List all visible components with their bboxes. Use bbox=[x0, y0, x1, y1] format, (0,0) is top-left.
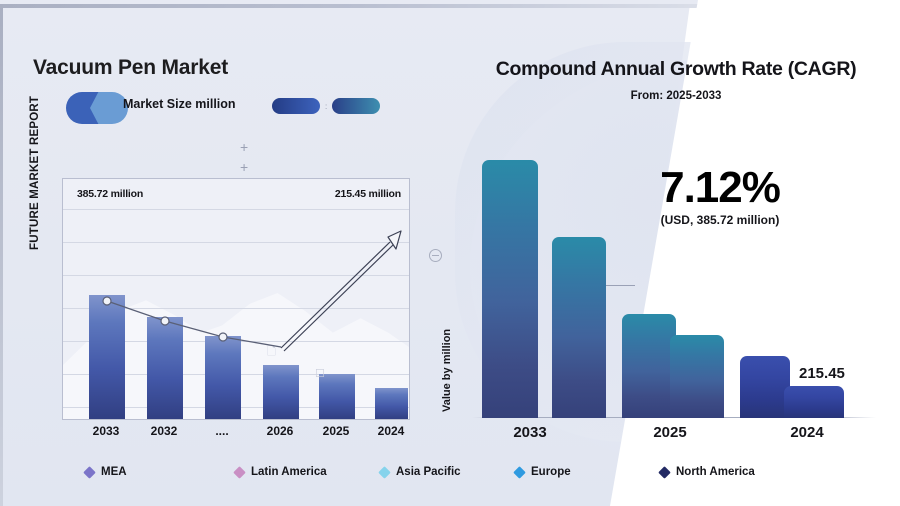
gridline bbox=[63, 308, 409, 309]
rx-tick-2024: 2024 bbox=[790, 424, 824, 441]
chart-plot-area: 385.72 million 215.45 million 🗋 ☐ bbox=[63, 179, 409, 419]
trend-overlay bbox=[102, 230, 402, 352]
x-tick-2033: 2033 bbox=[92, 424, 120, 438]
bar-2025 bbox=[319, 374, 355, 419]
trend-line bbox=[106, 300, 282, 348]
x-tick-2025: 2025 bbox=[322, 424, 350, 438]
plus-mark-icon: + bbox=[240, 139, 249, 155]
x-tick-2026: 2026 bbox=[266, 424, 294, 438]
rbar-2033-secondary bbox=[552, 237, 606, 418]
background-left-edge bbox=[0, 4, 3, 506]
rx-tick-2025: 2025 bbox=[653, 424, 687, 441]
legend-marker-icon bbox=[233, 465, 246, 479]
legend-marker-icon bbox=[83, 465, 96, 479]
legend-item-latin-america[interactable]: Latin America bbox=[233, 465, 380, 479]
brand-logo-icon bbox=[66, 92, 128, 124]
cagr-title: Compound Annual Growth Rate (CAGR) bbox=[495, 58, 857, 80]
legend-label: MEA bbox=[101, 466, 127, 478]
legend-pill-secondary bbox=[332, 98, 381, 114]
y-axis-label-right: Value by million bbox=[441, 328, 453, 412]
annotation-right-value: 215.45 million bbox=[334, 188, 401, 200]
cagr-note: (USD, 385.72 million) bbox=[660, 213, 780, 227]
x-tick-2024: 2024 bbox=[377, 424, 405, 438]
bar-dots bbox=[205, 336, 241, 419]
legend-item-mea[interactable]: MEA bbox=[83, 465, 235, 479]
growth-arrow-shaft-b bbox=[283, 244, 394, 352]
market-size-caption: Market Size million bbox=[123, 97, 236, 111]
plus-mark-icon: + bbox=[240, 159, 249, 175]
bar-2024 bbox=[375, 388, 408, 419]
legend-marker-icon bbox=[378, 465, 391, 479]
rx-tick-2033: 2033 bbox=[513, 424, 547, 441]
legend-label: Asia Pacific bbox=[396, 466, 461, 478]
legend-marker-icon bbox=[513, 465, 526, 479]
gridline bbox=[63, 209, 409, 210]
y-axis-label-left: FUTURE MARKET REPORT bbox=[29, 95, 41, 250]
rbar-2024-secondary bbox=[784, 386, 844, 418]
cagr-subtitle: From: 2025-2033 bbox=[630, 90, 722, 102]
legend-label: North America bbox=[676, 466, 755, 478]
trend-marker bbox=[218, 332, 228, 342]
legend-label: Europe bbox=[531, 466, 571, 478]
background-top-edge bbox=[0, 4, 900, 8]
logo-right-half bbox=[90, 92, 128, 124]
market-size-bar-chart: 385.72 million 215.45 million 🗋 ☐ bbox=[62, 178, 410, 420]
legend-pills: : bbox=[272, 98, 381, 114]
annotation-left-value: 385.72 million bbox=[77, 188, 144, 200]
rbar-2033-primary bbox=[482, 160, 538, 418]
chart-legend: MEA Latin America Asia Pacific Europe No… bbox=[83, 465, 755, 479]
x-axis-ticks-left-chart: 2033 2032 .... 2026 2025 2024 bbox=[62, 424, 410, 444]
trend-marker bbox=[102, 296, 112, 306]
legend-item-north-america[interactable]: North America bbox=[658, 465, 755, 479]
cagr-bar-chart: 215.45 2033 2025 2024 bbox=[462, 150, 882, 441]
rbar-2024-primary bbox=[740, 356, 790, 418]
x-tick-dots: .... bbox=[215, 424, 229, 438]
rbar-2025-secondary bbox=[670, 335, 724, 418]
legend-label: Latin America bbox=[251, 466, 327, 478]
ghost-square-icon: ☐ bbox=[315, 368, 325, 380]
x-tick-2032: 2032 bbox=[150, 424, 178, 438]
bar-2032 bbox=[147, 317, 183, 419]
bar-2026 bbox=[263, 365, 299, 419]
data-label-215: 215.45 bbox=[799, 365, 845, 382]
minus-circle-icon bbox=[429, 249, 442, 262]
legend-marker-icon bbox=[658, 465, 671, 479]
gridline bbox=[63, 275, 409, 276]
rbar-2025-primary bbox=[622, 314, 676, 418]
legend-item-europe[interactable]: Europe bbox=[513, 465, 660, 479]
page-title: Vacuum Pen Market bbox=[33, 56, 229, 79]
legend-pill-primary bbox=[272, 98, 320, 114]
cagr-value: 7.12% bbox=[660, 163, 781, 212]
legend-item-asia-pacific[interactable]: Asia Pacific bbox=[378, 465, 515, 479]
growth-arrow-shaft-a bbox=[280, 241, 391, 349]
trend-marker bbox=[160, 316, 170, 326]
growth-arrow-head bbox=[387, 230, 402, 250]
ghost-document-icon: 🗋 bbox=[267, 346, 276, 358]
legend-pill-separator: : bbox=[325, 101, 328, 111]
bar-2033 bbox=[89, 295, 125, 419]
gridline bbox=[63, 242, 409, 243]
